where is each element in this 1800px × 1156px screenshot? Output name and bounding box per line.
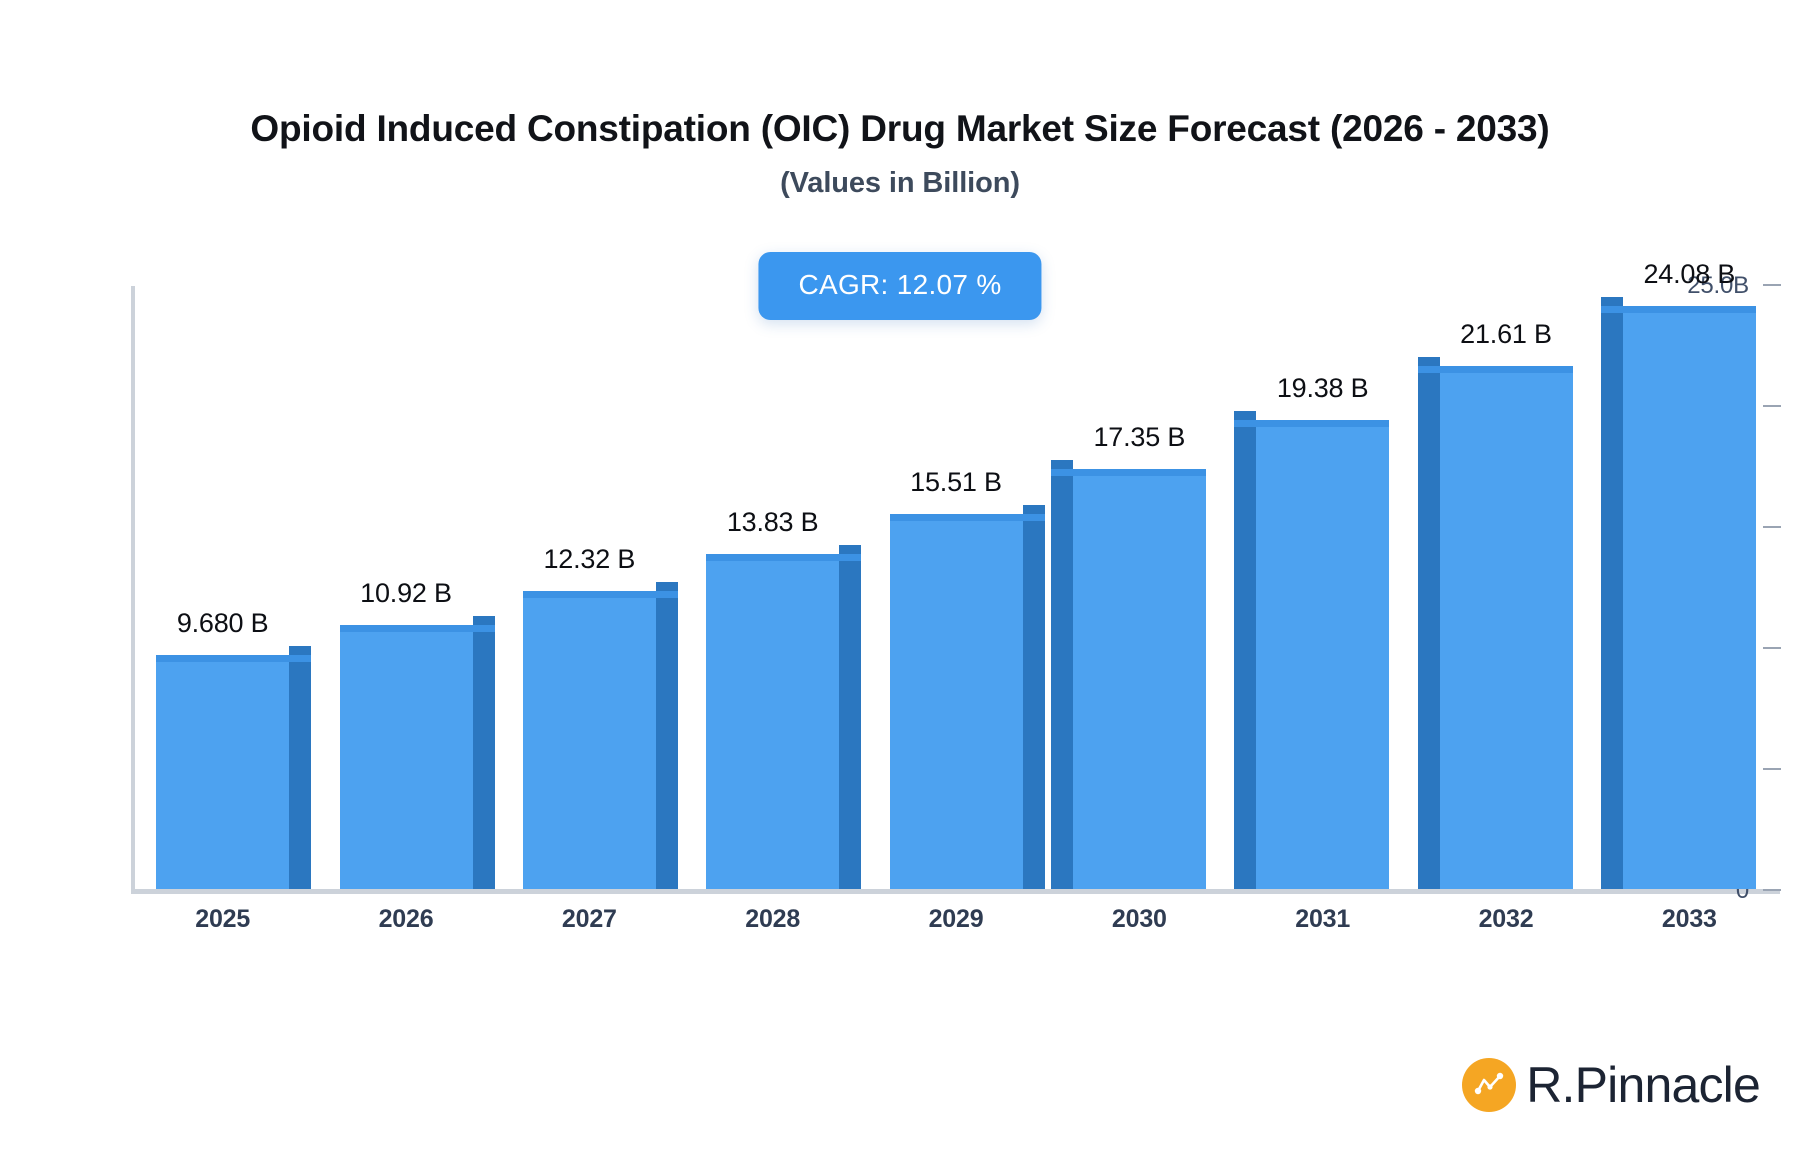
bar-value-label: 9.680 B xyxy=(176,607,269,638)
bar-3d-side xyxy=(655,581,678,889)
x-axis-label-2029: 2029 xyxy=(928,905,984,933)
bar-3d-top xyxy=(1600,306,1756,314)
bar-2027: 12.32 B xyxy=(522,544,678,889)
bar-value-label: 10.92 B xyxy=(360,577,452,608)
bar-value-label: 15.51 B xyxy=(910,466,1002,497)
bar-2032: 21.61 B xyxy=(1417,319,1573,889)
bar-body xyxy=(1072,469,1206,889)
y-axis-tick-mark xyxy=(1763,647,1781,650)
bar-body xyxy=(339,624,473,889)
x-axis-label-2026: 2026 xyxy=(378,905,434,933)
bar-2028: 13.83 B xyxy=(706,507,862,889)
bar-2031: 19.38 B xyxy=(1234,373,1390,889)
y-axis-tick-mark xyxy=(1763,889,1781,892)
y-axis-tick-mark xyxy=(1763,284,1781,287)
bar-3d-side xyxy=(472,615,495,889)
bar-value-label: 21.61 B xyxy=(1460,319,1552,350)
x-axis-label-2030: 2030 xyxy=(1111,905,1167,933)
y-axis-tick-label: 25.0B xyxy=(1687,272,1749,299)
bar-2033: 24.08 B xyxy=(1600,259,1756,889)
cagr-badge: CAGR: 12.07 % xyxy=(758,252,1042,320)
bar-3d-side xyxy=(839,545,862,889)
bar-2026: 10.92 B xyxy=(339,578,495,889)
bar-body xyxy=(522,590,656,889)
bar-body xyxy=(1256,420,1390,889)
x-axis-line xyxy=(131,889,1780,894)
bar-3d-side xyxy=(1234,411,1257,889)
bar-3d-side xyxy=(289,645,312,889)
y-axis-line xyxy=(131,286,135,891)
bar-3d-top xyxy=(156,654,312,662)
bar-3d-top xyxy=(889,513,1045,521)
x-axis-label-2028: 2028 xyxy=(745,905,801,933)
y-axis-tick: 25.0B xyxy=(1571,272,1781,300)
y-axis-tick-mark xyxy=(1763,526,1781,529)
chart-subtitle: (Values in Billion) xyxy=(780,166,1020,199)
bar-3d-top xyxy=(1417,366,1573,374)
pinnacle-mark-icon xyxy=(1462,1058,1517,1112)
title-block: Opioid Induced Constipation (OIC) Drug M… xyxy=(0,108,1800,200)
bar-3d-top xyxy=(1050,469,1206,477)
bar-value-label: 13.83 B xyxy=(726,507,819,538)
bar-body xyxy=(1622,306,1756,889)
bar-3d-side xyxy=(1022,504,1045,889)
page-title: Opioid Induced Constipation (OIC) Drug M… xyxy=(250,108,1550,149)
bar-3d-side xyxy=(1417,357,1440,889)
bar-3d-top xyxy=(522,590,678,598)
x-axis-label-2032: 2032 xyxy=(1478,905,1534,933)
bar-3d-top xyxy=(339,624,495,632)
bar-2030: 17.35 B xyxy=(1050,422,1206,889)
bar-value-label: 17.35 B xyxy=(1093,422,1186,453)
x-axis-labels: 2025 2026 2027 2028 2029 2030 2031 2032 2033 xyxy=(131,905,1781,945)
brand-logo: R.Pinnacle xyxy=(1462,1056,1761,1114)
x-axis-label-2033: 2033 xyxy=(1661,905,1717,933)
bars-layer: 9.680 B 10.92 B 12.32 B 13.83 B 15.51 B 17.35… xyxy=(131,259,1781,891)
x-axis-label-2031: 2031 xyxy=(1295,905,1351,933)
bar-value-label: 12.32 B xyxy=(543,543,636,574)
bar-value-label: 24.08 B xyxy=(1643,259,1736,290)
x-axis-label-2025: 2025 xyxy=(195,905,251,933)
bar-value-label: 19.38 B xyxy=(1276,373,1369,404)
x-axis-label-2027: 2027 xyxy=(561,905,617,933)
bar-body xyxy=(1439,366,1573,889)
bar-body xyxy=(706,554,840,889)
brand-name: R.Pinnacle xyxy=(1526,1057,1761,1113)
y-axis-tick-mark xyxy=(1763,768,1781,771)
y-axis-tick-mark xyxy=(1763,405,1781,408)
bar-body xyxy=(889,513,1023,889)
bar-3d-side xyxy=(1050,460,1073,889)
bar-2029: 15.51 B xyxy=(889,467,1045,889)
bar-3d-side xyxy=(1600,297,1623,889)
bar-body xyxy=(156,654,290,889)
bar-2025: 9.680 B xyxy=(156,608,312,889)
bar-3d-top xyxy=(1234,420,1390,428)
bar-3d-top xyxy=(706,554,862,562)
